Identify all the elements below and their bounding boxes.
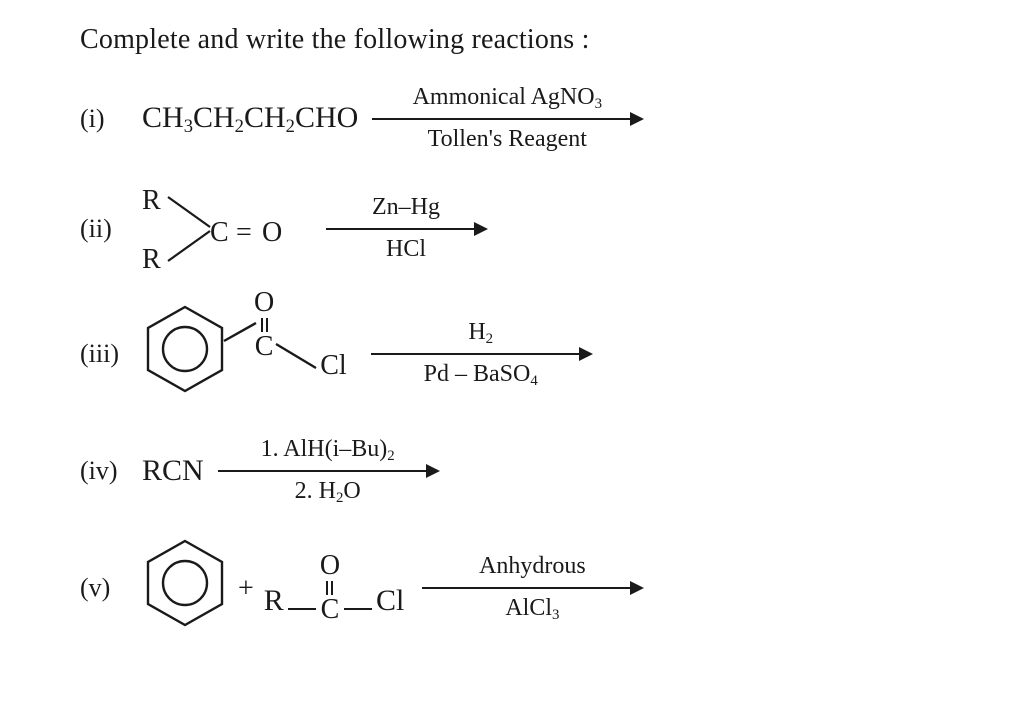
carbonyl-c: C — [255, 333, 274, 361]
reaction-row: (i) CH3CH2CH2CHO Ammonical AgNO3 Tollen'… — [80, 81, 984, 157]
single-bond-icon — [288, 608, 316, 610]
acyl-chloride-structure: R O C Cl — [264, 552, 405, 624]
arrow-line — [326, 228, 486, 230]
chlorine-atom: Cl — [320, 346, 346, 385]
ketone-c: C — [210, 213, 229, 252]
double-bond-icon — [261, 318, 268, 332]
reaction-arrow: Ammonical AgNO3 Tollen's Reagent — [372, 81, 642, 157]
reaction-row: (iii) O C Cl H2 Pd – — [80, 301, 984, 407]
reaction-arrow: Zn–Hg HCl — [326, 191, 486, 266]
reactant-formula: CH3CH2CH2CHO — [142, 97, 358, 140]
arrow-line — [422, 587, 642, 589]
arrow-line — [371, 353, 591, 355]
item-number: (iii) — [80, 336, 142, 372]
single-bond-icon — [344, 608, 372, 610]
arrow-top-label: H2 — [371, 316, 591, 350]
reaction-row: (iv) RCN 1. AlH(i–Bu)2 2. H2O — [80, 433, 984, 509]
reactant-formula: RCN — [142, 450, 204, 492]
arrow-line — [218, 470, 438, 472]
friedel-crafts-reactants: + R O C Cl — [142, 535, 404, 641]
benzene-ring-icon — [142, 301, 228, 407]
arrow-line — [372, 118, 642, 120]
arrow-bottom-label: Tollen's Reagent — [372, 123, 642, 157]
arrow-bottom-label: AlCl3 — [422, 592, 642, 626]
ketone-r-bottom: R — [142, 240, 161, 279]
ketone-r-top: R — [142, 181, 161, 220]
item-number: (ii) — [80, 211, 142, 247]
carbonyl-c: C — [321, 596, 340, 624]
item-number: (i) — [80, 101, 142, 137]
question-heading: Complete and write the following reactio… — [80, 20, 984, 59]
item-number: (iv) — [80, 453, 142, 489]
ketone-structure: R R C = O — [142, 183, 312, 275]
arrow-top-label: Zn–Hg — [326, 191, 486, 225]
reaction-row: (v) + R O C Cl Anhydro — [80, 535, 984, 641]
double-bond-icon — [326, 581, 333, 595]
bond-angle-icon — [272, 338, 324, 378]
reaction-arrow: Anhydrous AlCl3 — [422, 550, 642, 626]
arrow-bottom-label: HCl — [326, 233, 486, 267]
reaction-row: (ii) R R C = O Zn–Hg HCl — [80, 183, 984, 275]
ketone-o: O — [262, 213, 282, 252]
carbonyl-o: O — [254, 289, 274, 317]
chlorine-atom: Cl — [376, 580, 404, 622]
arrow-bottom-label: 2. H2O — [218, 475, 438, 509]
item-number: (v) — [80, 570, 142, 606]
arrow-top-label: Ammonical AgNO3 — [372, 81, 642, 115]
benzoyl-chloride-structure: O C Cl — [142, 301, 347, 407]
carbonyl-group: O C — [254, 289, 274, 361]
ketone-double-bond: = — [236, 213, 250, 252]
plus-sign: + — [238, 569, 254, 608]
arrow-top-label: 1. AlH(i–Bu)2 — [218, 433, 438, 467]
benzene-ring-icon — [142, 535, 228, 641]
arrow-bottom-label: Pd – BaSO4 — [371, 358, 591, 392]
reaction-arrow: 1. AlH(i–Bu)2 2. H2O — [218, 433, 438, 509]
r-group: R — [264, 580, 284, 622]
reaction-arrow: H2 Pd – BaSO4 — [371, 316, 591, 392]
carbonyl-o: O — [320, 552, 340, 580]
carbonyl-group: O C — [320, 552, 340, 624]
arrow-top-label: Anhydrous — [422, 550, 642, 584]
